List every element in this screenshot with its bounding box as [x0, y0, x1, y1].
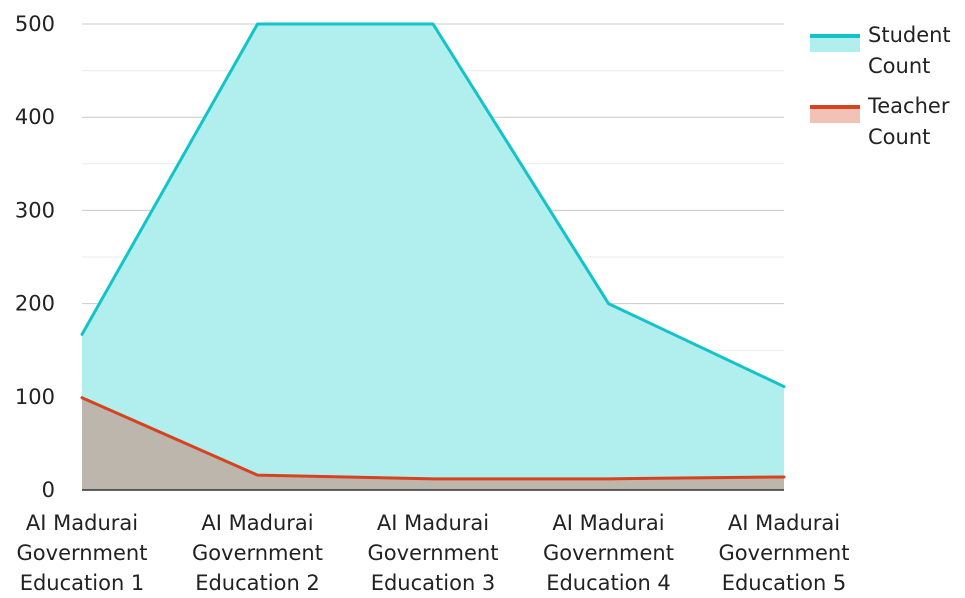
student-count-line: [80, 22, 786, 389]
legend: Student Count Teacher Count: [810, 23, 951, 149]
x-tick-label: AI Madurai Government Education 4: [543, 511, 674, 594]
x-tick-label: AI Madurai Government Education 2: [192, 511, 323, 594]
y-tick-label: 0: [42, 478, 55, 502]
legend-swatch-line: [810, 34, 860, 38]
x-tick-label: AI Madurai Government Education 5: [719, 511, 850, 594]
y-axis-tick-labels: 0 100 200 300 400 500: [15, 12, 55, 502]
legend-swatch-fill: [810, 107, 860, 123]
series-lines: [80, 22, 786, 481]
legend-swatch-line: [810, 105, 860, 109]
y-tick-label: 200: [15, 292, 55, 316]
x-tick-label: AI Madurai Government Education 3: [368, 511, 499, 594]
legend-label: Teacher Count: [867, 94, 950, 149]
y-tick-label: 300: [15, 198, 55, 222]
teacher-count-area: [82, 397, 784, 490]
y-tick-label: 500: [15, 12, 55, 36]
y-tick-label: 100: [15, 385, 55, 409]
legend-swatch-fill: [810, 36, 860, 52]
x-tick-label: AI Madurai Government Education 1: [17, 511, 148, 594]
series-areas: [82, 24, 784, 490]
legend-label: Student Count: [868, 23, 951, 78]
student-count-area: [82, 24, 784, 490]
x-axis-tick-labels: AI Madurai Government Education 1 AI Madura…: [17, 511, 850, 595]
teacher-count-line: [80, 396, 786, 481]
y-tick-label: 400: [15, 105, 55, 129]
